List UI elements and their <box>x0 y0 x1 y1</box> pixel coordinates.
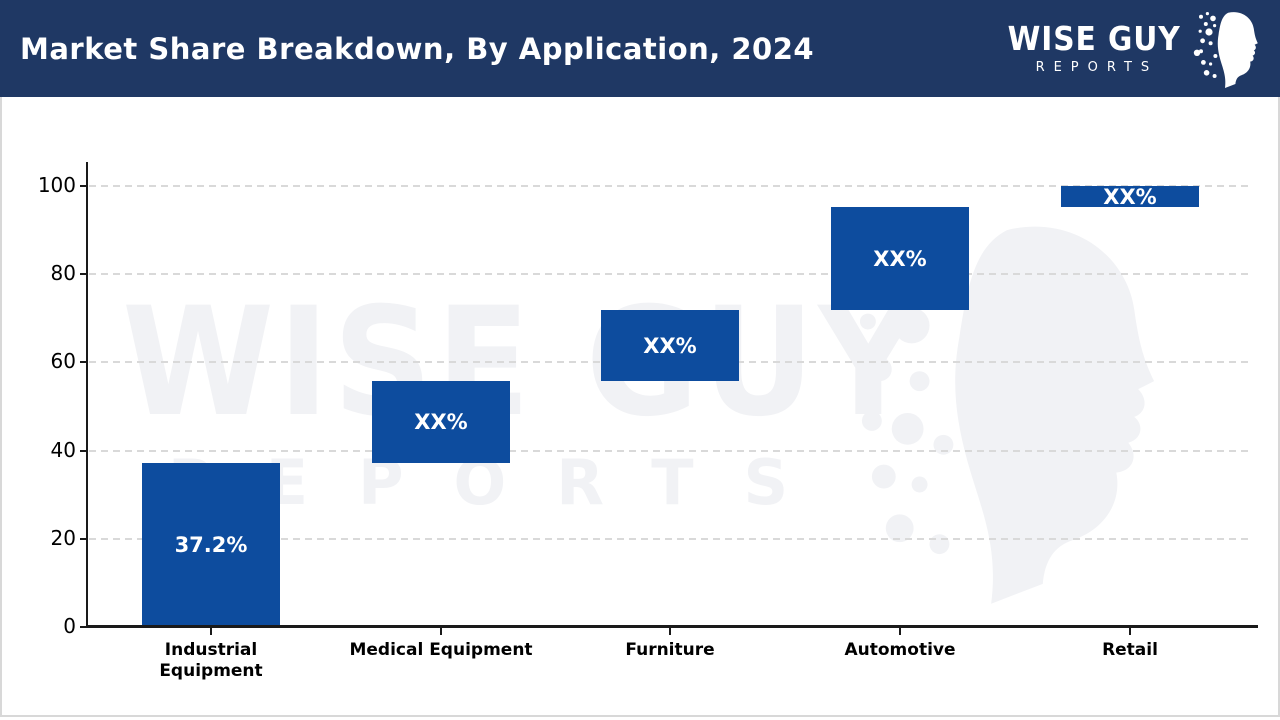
y-axis-tick-label: 80 <box>50 261 76 286</box>
gridline <box>89 185 1253 187</box>
chart-title: Market Share Breakdown, By Application, … <box>20 31 815 66</box>
logo-face-icon <box>1193 12 1258 88</box>
x-axis-line <box>86 625 1258 628</box>
y-axis-line <box>86 162 88 628</box>
y-axis-tick-label: 100 <box>37 173 76 197</box>
x-axis-category-label: Medical Equipment <box>349 640 533 660</box>
y-axis-tick <box>80 273 87 276</box>
bar-value-label: XX% <box>873 246 927 271</box>
waterfall-bar: XX% <box>831 207 969 311</box>
waterfall-bar: XX% <box>1061 184 1199 209</box>
y-axis-tick <box>80 626 87 628</box>
logo-text: WISE GUY REPORTS <box>998 22 1190 75</box>
gridline <box>89 537 1253 540</box>
logo-wordmark: WISE GUY <box>1007 18 1181 58</box>
x-axis-category-label: Industrial Equipment <box>159 640 263 682</box>
waterfall-bar: XX% <box>372 380 510 463</box>
bar-value-label: XX% <box>1103 184 1157 209</box>
bar-value-label: 37.2% <box>174 532 248 557</box>
x-axis-tick <box>669 628 671 635</box>
y-axis-tick <box>80 537 87 540</box>
x-axis-tick <box>440 628 442 635</box>
x-axis-tick <box>1129 628 1131 635</box>
y-axis-tick <box>80 185 87 187</box>
x-axis-category-label: Automotive <box>844 640 956 660</box>
bar-value-label: XX% <box>643 333 697 358</box>
gridline <box>89 273 1253 276</box>
x-axis-category-label: Furniture <box>625 640 715 660</box>
y-axis-tick <box>80 361 87 364</box>
gridline <box>89 449 1253 452</box>
waterfall-bar: XX% <box>601 310 739 381</box>
y-axis-tick <box>80 449 87 452</box>
y-axis-tick-label: 0 <box>63 614 76 638</box>
x-axis-category-label: Retail <box>1102 640 1158 660</box>
y-axis-tick-label: 40 <box>50 437 76 462</box>
bar-value-label: XX% <box>414 409 468 434</box>
wise-guy-logo: WISE GUY REPORTS <box>998 8 1266 88</box>
logo-subtitle: REPORTS <box>1035 59 1159 75</box>
x-axis-tick <box>210 628 212 635</box>
y-axis-tick-label: 20 <box>50 525 76 550</box>
y-axis-tick-label: 60 <box>50 349 76 374</box>
waterfall-bar: 37.2% <box>142 462 280 627</box>
header-bar: Market Share Breakdown, By Application, … <box>0 0 1280 97</box>
x-axis-tick <box>899 628 901 635</box>
